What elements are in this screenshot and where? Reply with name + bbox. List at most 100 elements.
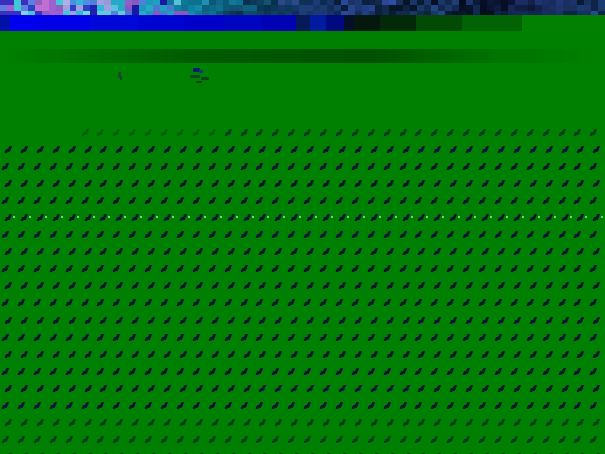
glyph-artifact — [274, 367, 280, 374]
glyph-artifact — [133, 282, 140, 289]
noise-column — [132, 0, 140, 16]
noise-column — [173, 0, 181, 16]
glyph-artifact — [292, 350, 299, 357]
light-dot — [442, 216, 445, 218]
glyph-artifact — [337, 333, 344, 340]
noise-column — [159, 0, 167, 16]
noise-cell — [166, 0, 174, 6]
glyph-artifact — [226, 129, 232, 135]
glyph-artifact — [560, 231, 566, 238]
glyph-artifact — [356, 350, 363, 357]
noise-cell — [445, 0, 452, 6]
glyph-artifact — [436, 384, 442, 391]
glyph-artifact — [324, 248, 331, 255]
glyph-artifact — [99, 231, 105, 238]
blue-band-segment — [10, 15, 38, 32]
glyph-artifact — [51, 197, 57, 204]
noise-cell — [305, 10, 313, 16]
glyph-artifact — [467, 180, 474, 187]
glyph-artifact — [35, 197, 42, 204]
glyph-artifact — [560, 129, 566, 135]
glyph-artifact — [369, 435, 375, 442]
light-dot — [601, 216, 604, 218]
glyph-artifact — [544, 401, 550, 408]
glyph-artifact — [19, 197, 26, 204]
glyph-artifact — [592, 435, 598, 442]
glyph-artifact — [3, 435, 10, 442]
glyph-artifact — [194, 197, 201, 204]
glyph-artifact — [563, 180, 569, 187]
glyph-artifact — [305, 367, 312, 374]
glyph-artifact — [229, 350, 235, 357]
glyph-artifact — [512, 367, 519, 374]
noise-cell — [584, 0, 592, 6]
glyph-artifact — [401, 129, 407, 135]
glyph-artifact — [467, 282, 474, 289]
glyph-artifact — [499, 384, 506, 391]
glyph-artifact — [115, 163, 121, 170]
glyph-artifact — [420, 282, 426, 289]
glyph-artifact — [130, 231, 137, 238]
glyph-artifact — [579, 350, 585, 357]
glyph-artifact — [324, 350, 331, 357]
noise-cell — [486, 5, 494, 11]
noise-cell — [333, 0, 341, 6]
glyph-artifact — [451, 384, 458, 391]
glyph-artifact — [67, 435, 73, 442]
glyph-artifact — [226, 197, 232, 204]
glyph-artifact — [115, 299, 121, 306]
glyph-row — [0, 414, 605, 431]
glyph-artifact — [242, 367, 248, 374]
glyph-artifact — [401, 231, 407, 238]
glyph-artifact — [70, 384, 76, 391]
glyph-artifact — [178, 163, 185, 170]
glyph-artifact — [146, 129, 153, 135]
noise-column — [424, 0, 432, 16]
light-dot — [331, 216, 333, 218]
glyph-artifact — [99, 367, 105, 374]
noise-cell — [166, 5, 174, 11]
glyph-artifact — [165, 418, 172, 425]
glyph-artifact — [544, 299, 550, 306]
glyph-artifact — [515, 350, 522, 357]
glyph-artifact — [321, 231, 328, 238]
noise-cell — [465, 10, 473, 16]
glyph-artifact — [528, 197, 534, 204]
noise-cell — [201, 10, 209, 16]
glyph-artifact — [130, 435, 137, 442]
glyph-artifact — [162, 129, 169, 135]
glyph-artifact — [305, 231, 312, 238]
glyph-artifact — [433, 163, 439, 170]
noise-cell — [535, 0, 543, 6]
glyph-artifact — [401, 401, 407, 408]
glyph-artifact — [467, 316, 474, 323]
noise-cell — [563, 10, 571, 16]
noise-cell — [215, 5, 223, 11]
glyph-artifact — [385, 265, 391, 272]
glyph-artifact — [115, 197, 121, 204]
glyph-artifact — [560, 163, 566, 170]
noise-cell — [180, 0, 188, 6]
noise-cell — [368, 0, 376, 6]
glyph-artifact — [308, 282, 315, 289]
glyph-artifact — [576, 197, 582, 204]
glyph-row — [0, 380, 605, 397]
noise-column — [208, 0, 216, 16]
glyph-artifact — [356, 146, 363, 153]
glyph-artifact — [19, 435, 26, 442]
glyph-artifact — [292, 418, 299, 425]
glyph-artifact — [324, 180, 331, 187]
noise-cell — [76, 10, 84, 16]
noise-cell — [278, 0, 286, 6]
glyph-artifact — [197, 248, 204, 255]
noise-cell — [438, 5, 445, 11]
glyph-row — [0, 158, 605, 175]
glyph-artifact — [404, 248, 410, 255]
glyph-artifact — [67, 333, 73, 340]
glyph-artifact — [178, 333, 185, 340]
glyph-artifact — [19, 163, 26, 170]
blue-band-segment — [344, 15, 354, 32]
glyph-artifact — [404, 384, 410, 391]
glyph-artifact — [579, 384, 585, 391]
noise-cell — [424, 0, 432, 6]
